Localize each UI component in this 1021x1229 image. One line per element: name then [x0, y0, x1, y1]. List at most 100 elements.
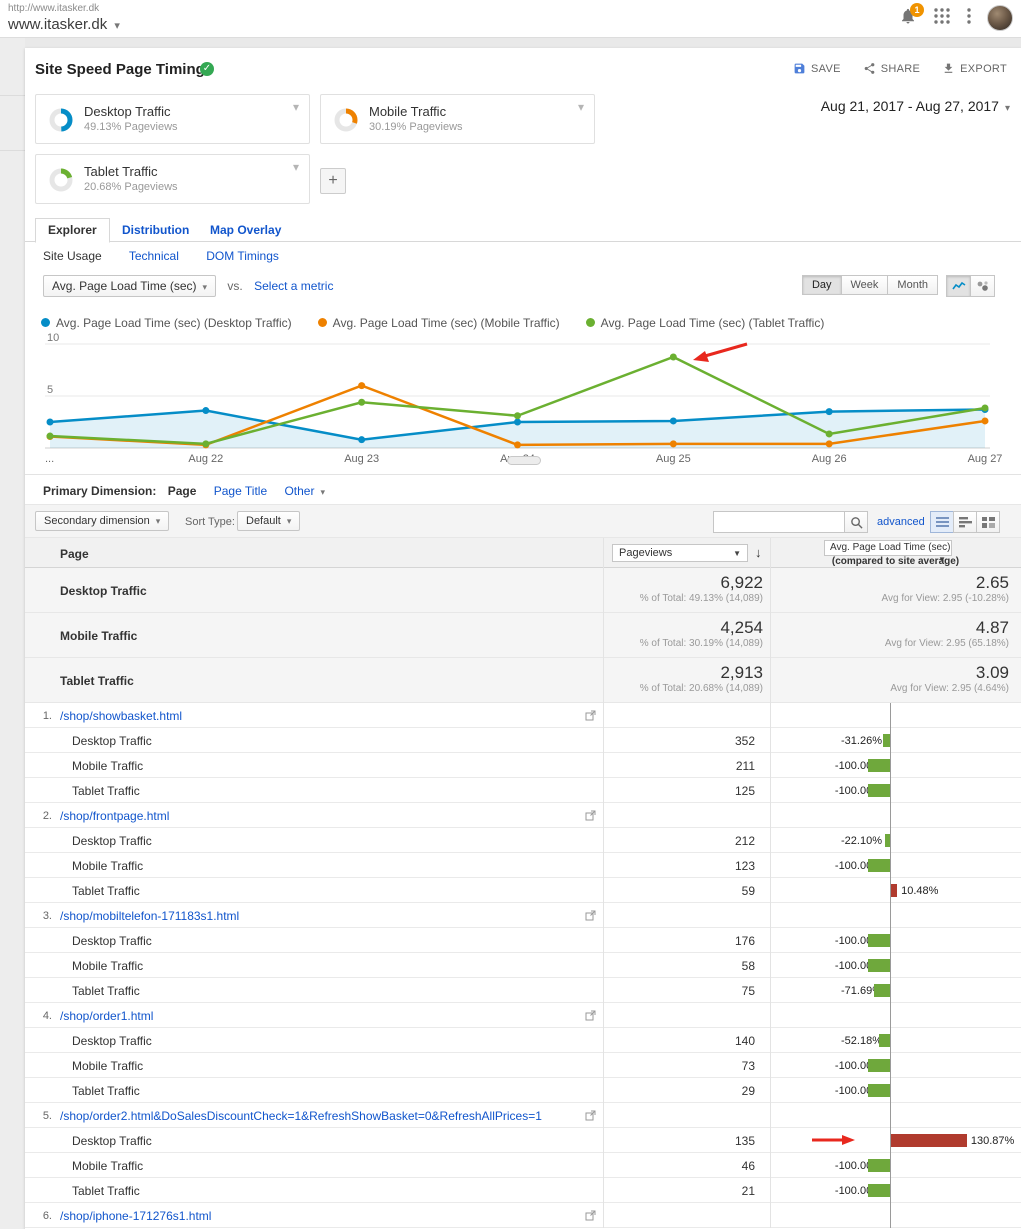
segment-sub-row: Desktop Traffic 176 -100.00%	[25, 928, 1021, 953]
segment-sub-row: Tablet Traffic 21 -100.00%	[25, 1178, 1021, 1203]
legend-label: Avg. Page Load Time (sec) (Mobile Traffi…	[332, 315, 560, 330]
page-row: 4. /shop/order1.html	[25, 1003, 1021, 1028]
svg-text:5: 5	[47, 384, 53, 396]
table-view-button[interactable]	[930, 511, 954, 533]
report-card: Site Speed Page Timings ✓ SAVE SHARE EXP…	[25, 48, 1021, 1229]
dimension-page-title[interactable]: Page Title	[213, 484, 268, 498]
line-chart-view-button[interactable]	[946, 275, 971, 297]
subtab-site-usage[interactable]: Site Usage	[43, 249, 102, 263]
avatar[interactable]	[987, 5, 1013, 31]
subtab-dom-timings[interactable]: DOM Timings	[206, 249, 279, 263]
open-in-new-button[interactable]	[585, 1110, 596, 1124]
open-in-new-icon	[585, 1110, 596, 1121]
open-in-new-button[interactable]	[585, 910, 596, 924]
dropdown-arrow-icon: ▼	[733, 549, 741, 558]
chevron-down-icon[interactable]: ▾	[292, 100, 299, 114]
column-divider	[603, 538, 604, 1228]
segment-sub-row: Desktop Traffic 140 -52.18%	[25, 1028, 1021, 1053]
column-header-page[interactable]: Page	[60, 547, 89, 561]
apps-grid-button[interactable]	[933, 7, 951, 30]
pageviews-column-dropdown[interactable]: Pageviews ▼	[612, 544, 748, 562]
export-button[interactable]: EXPORT	[942, 62, 1007, 75]
tab-explorer[interactable]: Explorer	[35, 218, 110, 243]
page-link[interactable]: /shop/showbasket.html	[60, 709, 183, 723]
segment-sub-name: Mobile Traffic	[72, 759, 144, 773]
segment-card[interactable]: Tablet Traffic 20.68% Pageviews ▾	[35, 154, 310, 204]
select-metric-link[interactable]: Select a metric	[254, 279, 334, 293]
chevron-down-icon[interactable]: ▾	[577, 100, 584, 114]
sort-type-dropdown[interactable]: Default ▾	[237, 511, 301, 531]
segment-detail: 20.68% Pageviews	[84, 181, 178, 193]
delta-value: -52.18%	[841, 1035, 882, 1047]
open-in-new-button[interactable]	[585, 1010, 596, 1024]
segment-donut-icon	[334, 108, 358, 132]
dimension-page[interactable]: Page	[167, 484, 197, 498]
row-index: 4.	[42, 1010, 52, 1022]
property-selector[interactable]: www.itasker.dk ▾	[8, 16, 120, 33]
advanced-link[interactable]: advanced	[877, 516, 925, 528]
add-segment-button[interactable]: +	[320, 168, 346, 194]
search-input[interactable]	[713, 511, 845, 533]
motion-chart-view-button[interactable]	[970, 275, 995, 297]
sort-type-value: Default	[246, 515, 281, 527]
segment-sub-name: Desktop Traffic	[72, 834, 152, 848]
svg-text:Aug 27: Aug 27	[968, 453, 1003, 465]
page-link[interactable]: /shop/order1.html	[60, 1009, 154, 1023]
table-controls-row: Secondary dimension ▾ Sort Type: Default ▾…	[25, 504, 1021, 538]
delta-value: 10.48%	[901, 885, 939, 897]
performance-view-icon	[958, 516, 972, 527]
secondary-dimension-dropdown[interactable]: Secondary dimension ▾	[35, 511, 170, 531]
summary-pageviews: 4,254% of Total: 30.19% (14,089)	[603, 618, 763, 649]
pivot-view-button[interactable]	[976, 511, 1000, 533]
notifications-button[interactable]: 1	[899, 2, 924, 30]
granularity-month-button[interactable]: Month	[887, 275, 938, 295]
dimension-other[interactable]: Other ▾	[284, 484, 325, 498]
segment-sub-name: Mobile Traffic	[72, 859, 144, 873]
segment-sub-row: Mobile Traffic 73 -100.00%	[25, 1053, 1021, 1078]
tab-map-overlay[interactable]: Map Overlay	[210, 223, 282, 237]
save-button[interactable]: SAVE	[793, 62, 841, 75]
row-index: 1.	[42, 710, 52, 722]
metric-column-note: (compared to site average)	[831, 556, 960, 567]
subtab-technical[interactable]: Technical	[128, 249, 179, 263]
granularity-day-button[interactable]: Day	[801, 275, 842, 295]
search-button[interactable]	[844, 511, 868, 533]
segment-card[interactable]: Desktop Traffic 49.13% Pageviews ▾	[35, 94, 310, 144]
kebab-menu-button[interactable]	[967, 7, 971, 29]
page-link[interactable]: /shop/frontpage.html	[60, 809, 170, 823]
sort-direction-icon[interactable]: ↓	[755, 545, 762, 560]
metric-column-dropdown[interactable]: Avg. Page Load Time (sec) ▼	[824, 540, 952, 564]
segment-sub-row: Tablet Traffic 125 -100.00%	[25, 778, 1021, 803]
chevron-down-icon: ▾	[155, 516, 161, 526]
segment-sub-name: Tablet Traffic	[72, 1184, 140, 1198]
open-in-new-icon	[585, 1210, 596, 1221]
report-tabs: Explorer Distribution Map Overlay	[25, 212, 1021, 243]
chevron-down-icon[interactable]: ▾	[292, 160, 299, 174]
timeline-scrubber-handle[interactable]	[507, 456, 541, 465]
share-button[interactable]: SHARE	[863, 62, 920, 75]
date-range-selector[interactable]: Aug 21, 2017 - Aug 27, 2017 ▾	[821, 98, 1010, 114]
page-link[interactable]: /shop/order2.html&DoSalesDiscountCheck=1…	[60, 1109, 542, 1123]
summary-pageviews: 2,913% of Total: 20.68% (14,089)	[603, 663, 763, 694]
line-chart-icon	[951, 281, 965, 290]
segment-sub-name: Tablet Traffic	[72, 984, 140, 998]
segment-pageviews: 352	[734, 734, 755, 748]
gutter-divider	[0, 95, 25, 96]
granularity-week-button[interactable]: Week	[840, 275, 889, 295]
open-in-new-button[interactable]	[585, 1210, 596, 1224]
metric-value: 4.87	[975, 618, 1009, 637]
metric-subtext: Avg for View: 2.95 (-10.28%)	[881, 593, 1009, 604]
metric-dropdown[interactable]: Avg. Page Load Time (sec) ▾	[43, 275, 217, 297]
page-link[interactable]: /shop/iphone-171276s1.html	[60, 1209, 212, 1223]
summary-pageviews: 6,922% of Total: 49.13% (14,089)	[603, 573, 763, 604]
summary-metric: 4.87 Avg for View: 2.95 (65.18%)	[779, 618, 1009, 649]
segment-card[interactable]: Mobile Traffic 30.19% Pageviews ▾	[320, 94, 595, 144]
open-in-new-button[interactable]	[585, 810, 596, 824]
performance-view-button[interactable]	[953, 511, 977, 533]
svg-text:10: 10	[47, 332, 59, 344]
chart-legend: Avg. Page Load Time (sec) (Desktop Traff…	[25, 304, 1021, 332]
page-link[interactable]: /shop/mobiltelefon-171183s1.html	[60, 909, 240, 923]
summary-row: Tablet Traffic 2,913% of Total: 20.68% (1…	[25, 658, 1021, 703]
tab-distribution[interactable]: Distribution	[122, 223, 190, 237]
open-in-new-button[interactable]	[585, 710, 596, 724]
